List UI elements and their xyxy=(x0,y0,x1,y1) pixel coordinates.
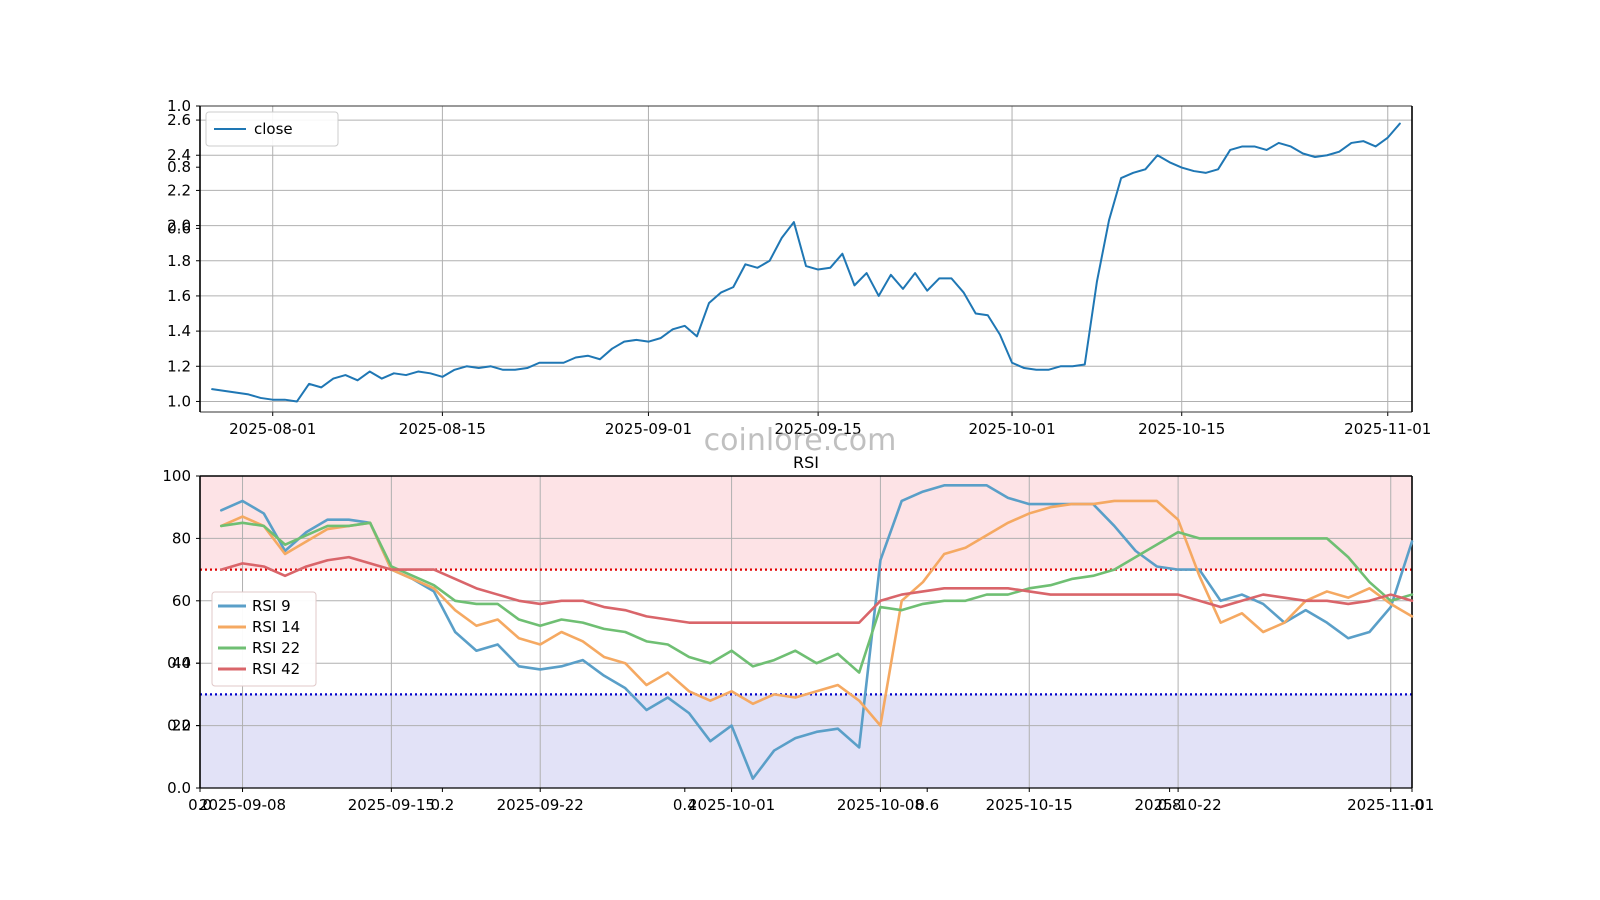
series-line-rsi-22 xyxy=(219,521,1414,674)
y-axis-tick-label: 0.0 xyxy=(167,779,191,797)
y-axis-tick-label: 40 xyxy=(172,654,191,672)
x-axis-tick-label: 2025-08-15 xyxy=(399,420,486,438)
y-axis-tick-label: 20 xyxy=(172,717,191,735)
y-axis-tick-label: 1.2 xyxy=(167,357,191,375)
y-axis-tick-label: 1.0 xyxy=(167,392,191,410)
y-axis-tick-label: 2.4 xyxy=(167,146,191,164)
x-axis-tick-label-secondary: 0.4 xyxy=(673,796,697,814)
x-axis-tick-label: 2025-11-01 xyxy=(1347,796,1434,814)
oversold-band xyxy=(200,694,1412,788)
x-axis-tick-label: 2025-09-01 xyxy=(605,420,692,438)
legend-label-rsi-22: RSI 22 xyxy=(252,639,300,657)
x-axis-tick-label: 2025-09-15 xyxy=(348,796,435,814)
y-axis-tick-label: 60 xyxy=(172,592,191,610)
price-chart-svg: 2.6 2.4 2.2 2.0 1.8 1.6 1.4 1.2 1.0 1.0 0.8 0.6 2025… xyxy=(167,97,1431,438)
y-axis-tick-label: 100 xyxy=(162,467,191,485)
legend-label-rsi-42: RSI 42 xyxy=(252,660,300,678)
y-axis-tick-label-secondary: 0.8 xyxy=(167,158,191,176)
y-axis-tick-label-secondary: 0.6 xyxy=(167,219,191,237)
y-axis-tick-label-secondary: 1.0 xyxy=(167,97,191,115)
x-axis-tick-label-secondary: 0.0 xyxy=(188,796,212,814)
x-axis-tick-label: 2025-09-08 xyxy=(199,796,286,814)
x-axis-tick-label: 2025-09-15 xyxy=(775,420,862,438)
x-axis-tick-label: 2025-10-01 xyxy=(688,796,775,814)
price-legend-box xyxy=(205,111,339,147)
overbought-band xyxy=(200,476,1412,570)
x-axis-tick-label: 2025-10-22 xyxy=(1135,796,1222,814)
x-axis-tick-label: 2025-10-01 xyxy=(968,420,1055,438)
x-axis-tick-label: 2025-09-22 xyxy=(497,796,584,814)
rsi-chart-svg: 100 80 60 40 20 0.0 0.4 0.2 2025-09-08 2025-09-15… xyxy=(162,453,1434,814)
y-axis-tick-label-secondary: 0.4 xyxy=(167,654,191,672)
watermark: coinlore.com xyxy=(0,423,1600,463)
x-axis-tick-label-secondary: 1.0 xyxy=(1400,796,1424,814)
x-axis-tick-label: 2025-10-15 xyxy=(1138,420,1225,438)
x-axis-tick-label-secondary: 0.6 xyxy=(915,796,939,814)
price-chart-panel: 2.6 2.4 2.2 2.0 1.8 1.6 1.4 1.2 1.0 1.0 0.8 0.6 2025… xyxy=(167,97,1431,438)
y-axis-tick-label: 1.4 xyxy=(167,322,191,340)
legend-label-close: close xyxy=(254,120,293,138)
y-axis-tick-label-secondary: 0.2 xyxy=(167,717,191,735)
rsi-chart-panel: 100 80 60 40 20 0.0 0.4 0.2 2025-09-08 2025-09-15… xyxy=(0,440,1600,900)
y-axis-tick-label: 2.2 xyxy=(167,181,191,199)
series-line-rsi-42 xyxy=(219,555,1414,624)
y-axis-tick-label: 80 xyxy=(172,529,191,547)
legend-label-rsi-9: RSI 9 xyxy=(252,597,291,615)
x-axis-tick-label: 2025-11-01 xyxy=(1344,420,1431,438)
rsi-legend-box xyxy=(211,591,317,687)
y-axis-tick-label: 1.8 xyxy=(167,252,191,270)
x-axis-tick-label: 2025-10-15 xyxy=(986,796,1073,814)
y-axis-tick-label: 2.0 xyxy=(167,217,191,235)
series-line-rsi-14 xyxy=(219,499,1414,727)
x-axis-tick-label: 2025-08-01 xyxy=(229,420,316,438)
x-axis-tick-label-secondary: 0.2 xyxy=(430,796,454,814)
x-axis-tick-label-secondary: 0.8 xyxy=(1158,796,1182,814)
series-line-close xyxy=(211,122,1401,403)
x-axis-tick-label: 2025-10-08 xyxy=(837,796,924,814)
y-axis-tick-label: 1.6 xyxy=(167,287,191,305)
y-axis-tick-label: 2.6 xyxy=(167,111,191,129)
rsi-panel-title: RSI xyxy=(793,453,819,472)
legend-label-rsi-14: RSI 14 xyxy=(252,618,300,636)
plot-background xyxy=(200,106,1412,412)
watermark-text: coinlore.com xyxy=(703,423,897,458)
